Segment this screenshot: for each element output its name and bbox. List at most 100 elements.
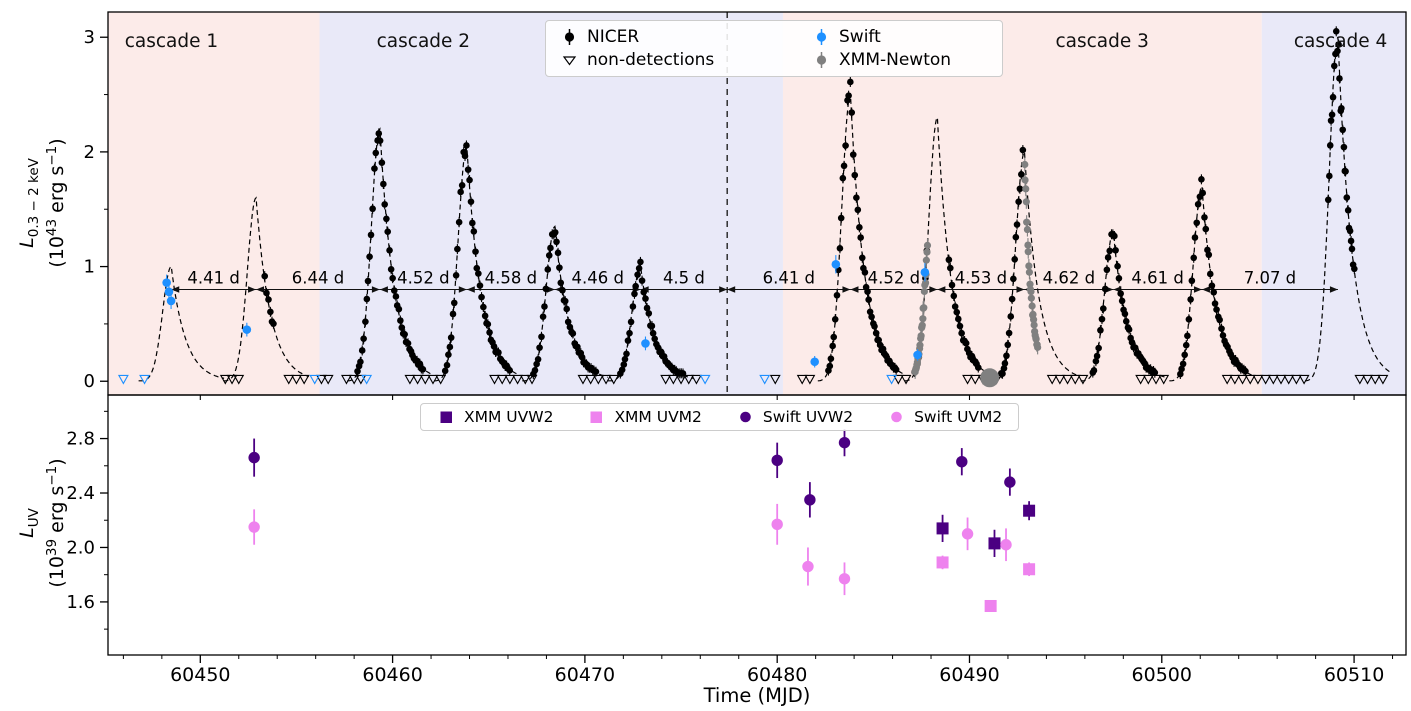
nicer-point <box>1000 364 1008 372</box>
nicer-point <box>390 287 398 294</box>
xmm-low-state-point <box>980 368 1000 388</box>
nondetection-triangle <box>962 374 974 385</box>
nicer-point <box>398 324 406 331</box>
nondetection-triangle <box>667 374 679 385</box>
uv-point-circle <box>1000 539 1012 551</box>
xmm-point <box>923 241 932 249</box>
nicer-point <box>848 109 856 116</box>
nondetection-triangle <box>1046 374 1058 385</box>
nicer-point <box>569 330 577 337</box>
swift-point <box>242 325 252 334</box>
xmm-point <box>1028 302 1036 310</box>
swift-point <box>641 339 650 348</box>
nondetection-triangle <box>1275 374 1287 385</box>
nicer-point <box>634 271 641 278</box>
nicer-point <box>1343 194 1351 201</box>
y-tick-label: 0 <box>84 371 95 392</box>
legend-label: Swift <box>839 27 881 47</box>
nicer-point <box>378 159 386 167</box>
recurrence-time-label: 4.52 d <box>868 269 920 288</box>
xmm-point <box>1021 160 1029 169</box>
swift-uvm2-marker-icon <box>891 411 902 423</box>
nicer-point <box>629 303 637 310</box>
nicer-point <box>265 296 272 303</box>
nicer-point <box>404 340 412 347</box>
nicer-point <box>1100 305 1107 312</box>
nondetection-triangle <box>309 374 321 385</box>
nicer-point <box>480 303 487 311</box>
legend-label: Swift UVW2 <box>762 408 854 426</box>
nicer-point <box>955 315 962 323</box>
square-glyph <box>440 411 452 423</box>
nicer-point <box>1327 117 1335 124</box>
arrowhead-left <box>937 286 946 293</box>
nicer-point <box>1335 41 1342 48</box>
nicer-point <box>1005 329 1013 337</box>
nicer-point <box>1097 326 1104 334</box>
nicer-point <box>642 295 649 302</box>
nicer-point <box>956 322 964 330</box>
nicer-point <box>270 320 277 327</box>
nondetection-triangle <box>404 374 416 385</box>
nondetection-triangle <box>577 374 589 385</box>
nicer-point <box>397 317 404 324</box>
nicer-point <box>556 264 563 271</box>
nicer-point <box>443 361 451 369</box>
arrowhead-left <box>850 286 859 293</box>
nicer-point <box>363 295 371 303</box>
swift-point <box>164 287 174 297</box>
circle-glyph <box>740 411 751 423</box>
nondetection-triangle <box>1298 374 1310 385</box>
nondetection-triangle <box>348 374 360 385</box>
xmm-point <box>922 256 930 264</box>
circle-glyph <box>891 411 902 423</box>
nicer-point <box>1213 306 1220 313</box>
xmm-point <box>1023 218 1031 226</box>
nicer-point <box>454 245 461 253</box>
xmm-point <box>921 279 930 287</box>
nicer-point <box>974 364 982 371</box>
uv-point-circle <box>802 560 814 573</box>
nicer-point <box>857 234 864 241</box>
nicer-point <box>1328 111 1336 118</box>
legend-item-xmm-newton: XMM-Newton <box>812 50 988 70</box>
nicer-point <box>1112 246 1119 254</box>
nondetection-triangle <box>1283 374 1295 385</box>
nicer-point <box>464 166 472 173</box>
nicer-point <box>631 290 638 298</box>
nondetection-triangle <box>1054 374 1066 385</box>
nicer-point <box>478 293 485 301</box>
nondetection-triangle <box>1244 374 1256 385</box>
recurrence-time-label: 4.46 d <box>572 269 624 288</box>
nicer-point <box>381 201 388 208</box>
nicer-point <box>553 238 560 246</box>
square-glyph <box>590 411 603 423</box>
nicer-point <box>1101 285 1109 293</box>
uv-series <box>248 429 1036 612</box>
xmm-point <box>920 304 928 312</box>
nicer-point <box>945 256 953 264</box>
arrowhead-right <box>929 286 938 293</box>
nicer-point <box>538 333 545 341</box>
arrowhead-right <box>842 286 851 293</box>
xmm-point <box>1027 294 1035 302</box>
nicer-point <box>457 188 464 196</box>
triangle-glyph <box>562 56 577 66</box>
nicer-point <box>962 339 970 347</box>
xmm-point <box>917 332 925 340</box>
recurrence-time-label: 6.41 d <box>763 269 815 288</box>
nicer-point <box>559 286 566 294</box>
uv-series-xmm-uvm2 <box>936 555 1036 612</box>
circle-glyph <box>564 32 575 42</box>
nondetection-triangle <box>1252 374 1264 385</box>
nondetection-triangle <box>489 374 500 385</box>
nicer-point <box>1199 189 1207 197</box>
nicer-point <box>1346 227 1354 235</box>
legend-item-swift: Swift <box>812 27 988 47</box>
nondetection-triangle <box>592 374 604 385</box>
xmm-point <box>1021 176 1029 184</box>
uv-point-circle <box>248 451 260 464</box>
nicer-point <box>632 282 639 290</box>
xmm-newton-marker-icon <box>816 52 827 68</box>
nicer-point <box>833 291 841 299</box>
